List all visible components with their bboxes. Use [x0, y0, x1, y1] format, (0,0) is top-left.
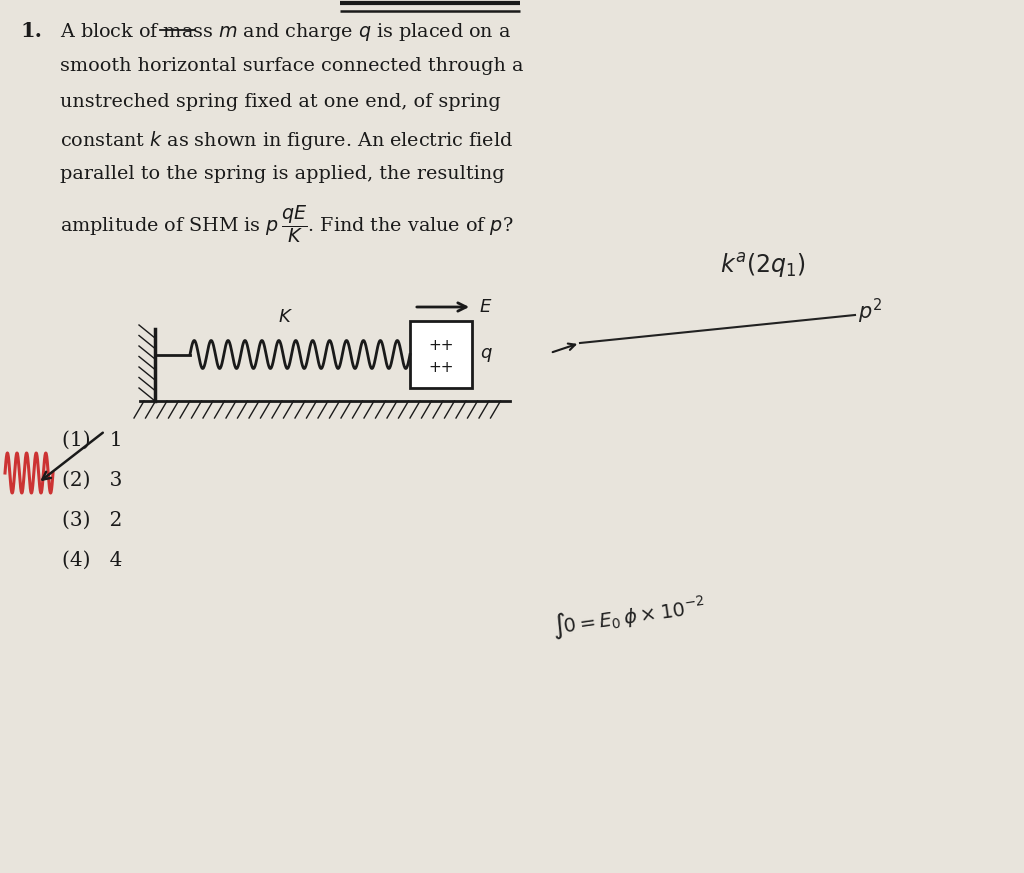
- Text: $p^2$: $p^2$: [858, 297, 882, 326]
- Text: ++: ++: [428, 338, 454, 353]
- Text: 1.: 1.: [20, 21, 42, 41]
- Text: ++: ++: [428, 360, 454, 375]
- Text: $q$: $q$: [480, 346, 493, 363]
- Text: unstreched spring fixed at one end, of spring: unstreched spring fixed at one end, of s…: [60, 93, 501, 111]
- Text: (1)   1: (1) 1: [62, 431, 123, 450]
- Text: $E$: $E$: [479, 298, 493, 316]
- Text: (4)   4: (4) 4: [62, 551, 123, 570]
- Text: $K$: $K$: [278, 308, 293, 327]
- Text: $k^a(2q_1)$: $k^a(2q_1)$: [720, 251, 806, 280]
- Text: amplitude of SHM is $p\,\dfrac{qE}{K}$. Find the value of $p$?: amplitude of SHM is $p\,\dfrac{qE}{K}$. …: [60, 203, 513, 245]
- Text: parallel to the spring is applied, the resulting: parallel to the spring is applied, the r…: [60, 165, 505, 183]
- Text: $\int\!0 = E_0\,\phi \times 10^{-2}$: $\int\!0 = E_0\,\phi \times 10^{-2}$: [550, 591, 708, 643]
- Text: constant $k$ as shown in figure. An electric field: constant $k$ as shown in figure. An elec…: [60, 129, 513, 152]
- Text: A block of mass $m$ and charge $q$ is placed on a: A block of mass $m$ and charge $q$ is pl…: [60, 21, 511, 43]
- Text: smooth horizontal surface connected through a: smooth horizontal surface connected thro…: [60, 57, 523, 75]
- Text: (3)   2: (3) 2: [62, 511, 123, 530]
- Bar: [410, 321, 472, 388]
- Text: (2)   3: (2) 3: [62, 471, 123, 490]
